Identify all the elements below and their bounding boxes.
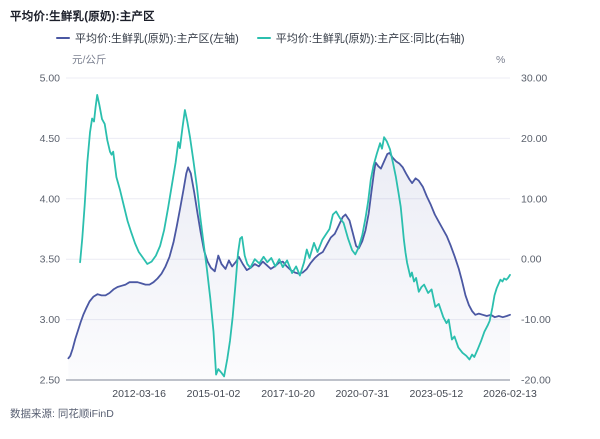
legend-item-right-axis[interactable]: 平均价:生鲜乳(原奶):主产区:同比(右轴) bbox=[256, 30, 465, 46]
legend-item-left-axis[interactable]: 平均价:生鲜乳(原奶):主产区(左轴) bbox=[56, 30, 239, 46]
price-area-fill bbox=[68, 152, 511, 380]
left-axis-tick-label: 4.50 bbox=[40, 133, 61, 145]
left-axis-tick-label: 4.00 bbox=[40, 193, 61, 205]
x-axis-tick-label: 2023-05-12 bbox=[410, 388, 464, 400]
chart-title: 平均价:生鲜乳(原奶):主产区 bbox=[10, 11, 155, 23]
right-axis-unit: % bbox=[496, 54, 505, 66]
legend-line-marker-icon bbox=[56, 37, 70, 39]
left-axis-tick-label: 3.50 bbox=[40, 254, 61, 266]
right-axis-tick-label: -20.00 bbox=[521, 375, 551, 387]
left-axis-unit: 元/公斤 bbox=[72, 54, 106, 66]
x-axis-tick-label: 2026-02-13 bbox=[483, 388, 537, 400]
legend-line-marker-icon bbox=[256, 37, 271, 39]
left-axis-tick-label: 2.50 bbox=[40, 375, 61, 387]
right-axis-tick-label: 0.00 bbox=[521, 254, 542, 266]
right-axis-tick-label: -10.00 bbox=[521, 314, 551, 326]
x-axis-tick-label: 2015-01-02 bbox=[187, 388, 241, 400]
legend: 平均价:生鲜乳(原奶):主产区(左轴) 平均价:生鲜乳(原奶):主产区:同比(右轴… bbox=[56, 30, 465, 46]
x-axis-tick-label: 2012-03-16 bbox=[112, 388, 166, 400]
data-source: 数据来源: 同花顺iFinD bbox=[10, 408, 114, 420]
x-axis-tick-label: 2017-10-20 bbox=[261, 388, 315, 400]
right-axis-tick-label: 30.00 bbox=[521, 73, 547, 85]
right-axis-tick-label: 10.00 bbox=[521, 193, 547, 205]
right-axis-tick-label: 20.00 bbox=[521, 133, 547, 145]
yoy-line-series bbox=[79, 94, 511, 378]
x-axis-tick-label: 2020-07-31 bbox=[335, 388, 389, 400]
left-axis-tick-label: 3.00 bbox=[40, 314, 61, 326]
legend-item-label: 平均价:生鲜乳(原奶):主产区:同比(右轴) bbox=[275, 33, 465, 45]
left-axis-tick-label: 5.00 bbox=[40, 73, 61, 85]
legend-item-label: 平均价:生鲜乳(原奶):主产区(左轴) bbox=[75, 33, 239, 45]
